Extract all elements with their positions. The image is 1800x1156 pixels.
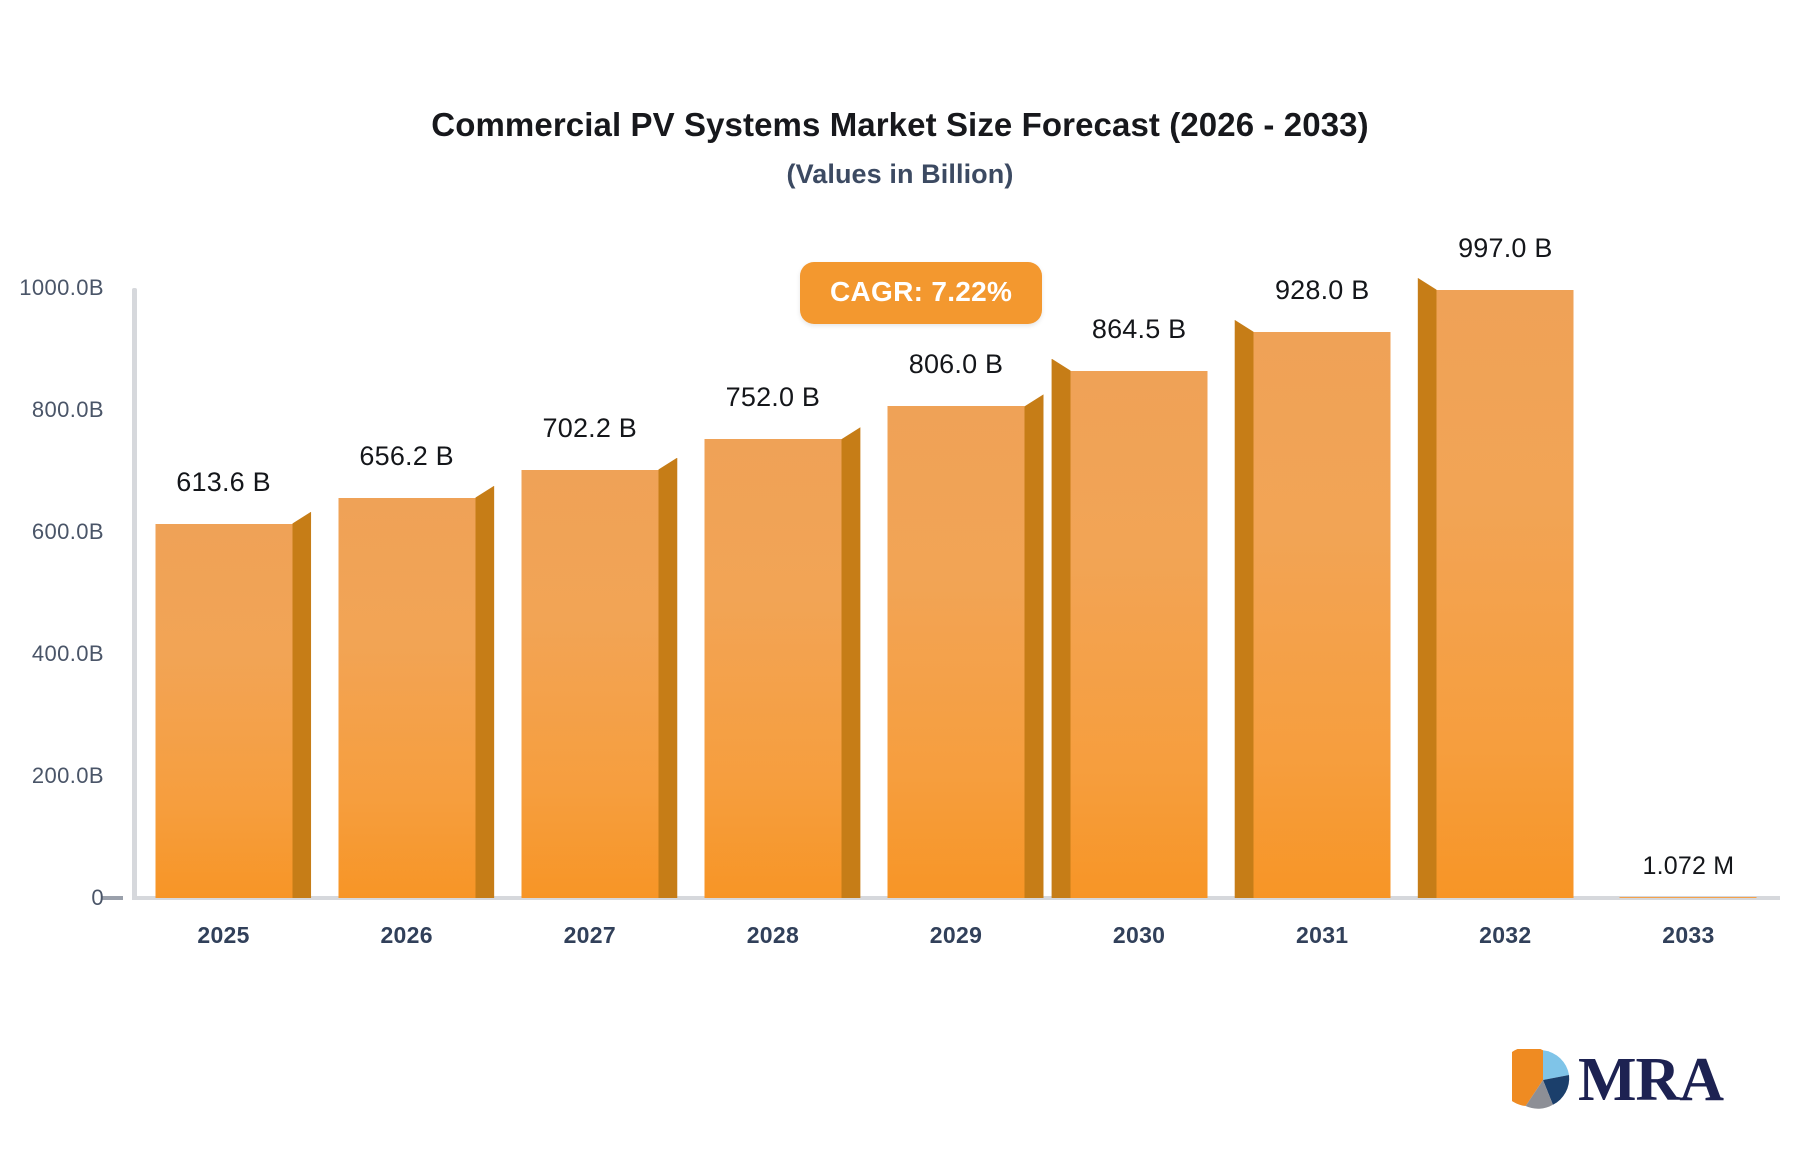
bar-front-face (1619, 897, 1757, 898)
bar-2027[interactable]: 702.2 B (521, 413, 678, 898)
y-axis-tick-label: 200.0B (31, 763, 104, 788)
bar-value-label: 928.0 B (1274, 274, 1370, 305)
y-axis-labels: 1000.0B 800.0B 600.0B 400.0B 200.0B 0 (0, 0, 132, 1156)
mra-logo: MRA (1499, 1040, 1762, 1120)
bar-2031[interactable]: 928.0 B (1234, 275, 1391, 898)
bar-value-label: 864.5 B (1091, 313, 1187, 344)
bar-2032[interactable]: 997.0 B (1417, 233, 1574, 898)
bar-slot: 997.0 B (1414, 233, 1597, 898)
bar-2033[interactable]: 1.072 M (1619, 852, 1757, 898)
x-axis-tick-label: 2030 (1112, 922, 1166, 948)
bar-slot: 656.2 B (315, 288, 498, 898)
bar-side-face (1024, 394, 1044, 898)
y-axis-tick-label: 1000.0B (19, 275, 104, 300)
y-axis-tick-label: 400.0B (31, 641, 104, 666)
bar-slot: 1.072 M (1597, 288, 1780, 898)
bar-slot: 864.5 B (1048, 288, 1231, 898)
x-axis-tick-label: 2031 (1296, 922, 1349, 948)
bar-side-face (841, 427, 861, 898)
bar-side-face (1417, 277, 1437, 898)
bar-value-label: 1.072 M (1642, 852, 1735, 880)
x-axis-labels: 2025 2026 2027 2028 2029 2030 2031 2032 2033 (132, 912, 1780, 958)
bar-front-face (155, 523, 293, 898)
x-axis-tick-label: 2033 (1662, 922, 1715, 948)
bar-value-label: 806.0 B (908, 349, 1004, 380)
y-axis-tick-label: 800.0B (31, 397, 104, 422)
bar-front-face (521, 469, 659, 898)
cagr-badge: CAGR: 7.22% (800, 262, 1043, 324)
bar-front-face (1436, 289, 1574, 898)
bar-2030[interactable]: 864.5 B (1051, 314, 1208, 898)
bar-value-label: 613.6 B (176, 466, 271, 497)
x-axis-tick-label: 2027 (563, 922, 616, 948)
x-axis-tick-label: 2026 (380, 922, 433, 948)
logo-wordmark: MRA (1578, 1046, 1724, 1114)
bar-value-label: 656.2 B (359, 440, 454, 471)
bar-2026[interactable]: 656.2 B (338, 441, 495, 898)
x-axis-tick-label: 2029 (929, 922, 983, 948)
bar-slot: 752.0 B (681, 288, 864, 898)
pie-chart-icon (1499, 1046, 1574, 1111)
bar-slot: 613.6 B (132, 288, 315, 898)
y-axis-tick-label: 600.0B (31, 519, 104, 544)
x-axis-line (132, 896, 1780, 900)
bar-2029[interactable]: 806.0 B (887, 349, 1044, 898)
bar-slot: 928.0 B (1231, 275, 1414, 898)
bar-front-face (887, 406, 1025, 898)
bar-front-face (704, 439, 842, 898)
bar-front-face (1070, 370, 1208, 898)
bar-side-face (1234, 319, 1254, 898)
x-axis-tick-label: 2025 (197, 922, 250, 948)
bar-value-label: 997.0 B (1458, 232, 1553, 263)
bar-front-face (1253, 331, 1391, 898)
bar-side-face (658, 457, 678, 898)
bar-side-face (292, 511, 312, 898)
bar-side-face (475, 485, 495, 898)
bar-slot: 806.0 B (864, 288, 1047, 898)
x-axis-tick-label: 2032 (1479, 922, 1532, 948)
bar-2025[interactable]: 613.6 B (155, 467, 312, 898)
y-axis-line (132, 288, 137, 900)
bar-front-face (338, 497, 476, 898)
x-axis-tick-label: 2028 (746, 922, 800, 948)
bar-slot: 702.2 B (498, 288, 681, 898)
bar-value-label: 752.0 B (725, 382, 821, 413)
y-axis-tick-label: 0 (91, 885, 104, 910)
bar-value-label: 702.2 B (542, 412, 638, 443)
bar-side-face (1051, 358, 1071, 898)
bar-series: 613.6 B 656.2 B 702.2 B 752.0 B 806.0 B 864.5… (132, 233, 1780, 898)
y-axis-zero-tick (102, 896, 123, 900)
bar-2028[interactable]: 752.0 B (704, 382, 861, 898)
